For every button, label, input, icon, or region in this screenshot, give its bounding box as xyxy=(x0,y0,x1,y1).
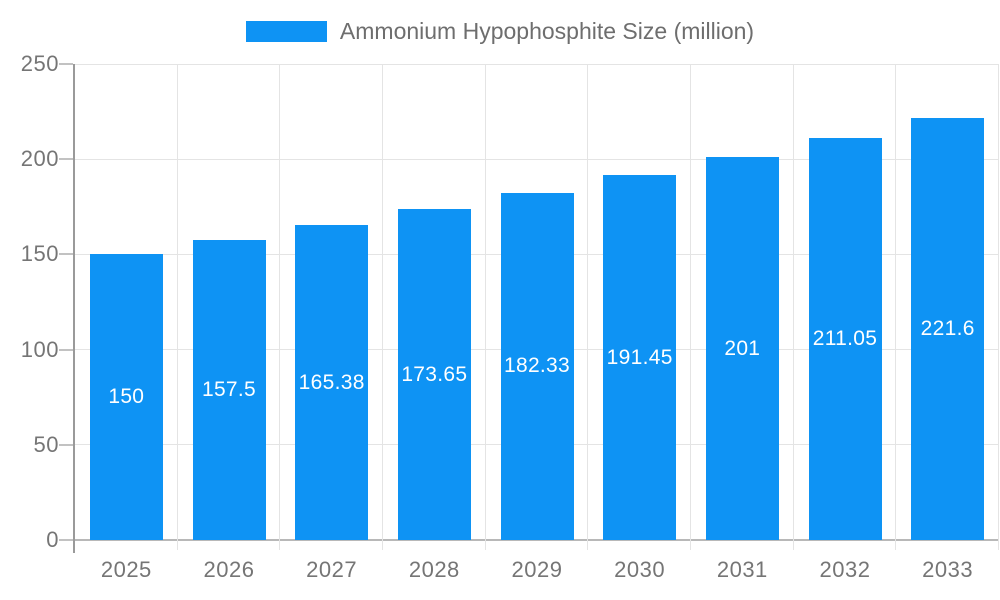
y-tick-label: 50 xyxy=(33,431,59,457)
bar-2029[interactable]: 182.33 xyxy=(500,192,574,540)
legend-label: Ammonium Hypophosphite Size (million) xyxy=(339,18,755,44)
bar-value-label: 165.38 xyxy=(298,370,365,394)
x-tick-mark xyxy=(998,540,999,550)
y-tick-mark xyxy=(59,539,73,541)
x-tick-label-2026: 2026 xyxy=(203,557,255,582)
x-tick-mark xyxy=(484,540,486,550)
vertical-gridline xyxy=(382,64,383,540)
horizontal-gridline xyxy=(75,158,999,160)
bar-2032[interactable]: 211.05 xyxy=(808,138,882,540)
x-tick-mark xyxy=(792,540,794,550)
bar-2027[interactable]: 165.38 xyxy=(295,225,369,540)
x-tick-mark xyxy=(382,540,383,550)
vertical-gridline xyxy=(895,64,897,540)
x-tick-label-2033: 2033 xyxy=(922,557,974,582)
chart-legend[interactable]: Ammonium Hypophosphite Size (million) xyxy=(0,20,1000,43)
x-tick-label-2031: 2031 xyxy=(716,557,768,582)
bar-value-label: 157.5 xyxy=(201,378,257,402)
x-tick-mark xyxy=(279,540,281,550)
vertical-gridline xyxy=(587,64,589,540)
bar-2030[interactable]: 191.45 xyxy=(603,175,677,540)
bar-value-label: 182.33 xyxy=(503,354,571,378)
legend-swatch xyxy=(245,21,327,42)
x-axis-baseline xyxy=(75,539,999,541)
bar-2031[interactable]: 201 xyxy=(705,157,779,540)
y-tick-mark xyxy=(59,63,73,65)
x-tick-mark xyxy=(176,540,178,550)
vertical-gridline xyxy=(279,64,281,540)
bar-2033[interactable]: 221.6 xyxy=(911,118,985,540)
bar-value-label: 211.05 xyxy=(812,327,878,351)
bar-value-label: 173.65 xyxy=(401,362,468,386)
vertical-gridline xyxy=(998,64,999,540)
x-tick-label-2027: 2027 xyxy=(306,557,358,582)
y-axis: 0 50 100 150 200 250 xyxy=(0,51,59,552)
bar-2028[interactable]: 173.65 xyxy=(397,209,471,540)
y-tick-label: 200 xyxy=(20,146,59,172)
bar-value-label: 221.6 xyxy=(920,317,975,341)
bar-value-label: 150 xyxy=(108,385,145,409)
y-tick-label: 250 xyxy=(20,51,59,76)
vertical-gridline xyxy=(176,64,178,540)
y-tick-label: 150 xyxy=(20,241,59,267)
vertical-gridline xyxy=(792,64,794,540)
x-tick-mark xyxy=(690,540,691,550)
y-tick-label: 0 xyxy=(46,527,59,552)
bar-value-label: 191.45 xyxy=(606,345,673,369)
x-tick-mark xyxy=(895,540,897,550)
y-tick-label: 100 xyxy=(20,336,59,362)
vertical-gridline xyxy=(484,64,486,540)
bar-2025[interactable]: 150 xyxy=(89,254,163,540)
x-tick-label-2028: 2028 xyxy=(408,557,460,582)
bar-value-label: 201 xyxy=(724,336,761,360)
vertical-gridline xyxy=(690,64,691,540)
x-axis: 2025 2026 2027 2028 2029 2030 2031 2032 2033 xyxy=(75,540,997,596)
y-tick-mark xyxy=(59,348,73,351)
x-tick-label-2032: 2032 xyxy=(819,557,871,582)
y-tick-mark xyxy=(59,253,73,256)
plot-area: 150 157.5 165.38 173.65 182.33 191.45 201 211.0… xyxy=(59,63,999,553)
horizontal-gridline xyxy=(75,63,999,65)
y-axis-extension xyxy=(73,540,75,553)
x-tick-mark xyxy=(587,540,589,550)
y-tick-mark xyxy=(59,443,73,446)
x-tick-label-2030: 2030 xyxy=(614,557,666,582)
y-tick-mark xyxy=(59,158,73,161)
x-tick-label-2025: 2025 xyxy=(100,557,152,582)
x-tick-label-2029: 2029 xyxy=(511,557,563,582)
bar-2026[interactable]: 157.5 xyxy=(192,240,266,540)
